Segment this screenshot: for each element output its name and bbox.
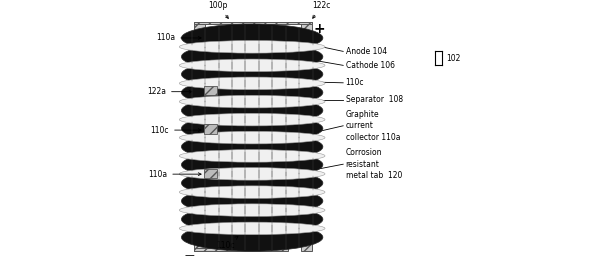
Ellipse shape (180, 186, 325, 198)
Ellipse shape (180, 77, 325, 90)
Text: Anode 104: Anode 104 (346, 47, 387, 56)
Ellipse shape (181, 60, 323, 88)
Text: —: — (184, 250, 194, 260)
Ellipse shape (181, 24, 323, 52)
Text: 110a: 110a (148, 170, 201, 179)
Ellipse shape (181, 187, 323, 215)
Ellipse shape (181, 97, 323, 124)
Ellipse shape (181, 114, 323, 143)
Text: 110c: 110c (346, 78, 364, 87)
Ellipse shape (180, 222, 325, 235)
Bar (301, 22, 312, 251)
Ellipse shape (181, 205, 323, 233)
Bar (204, 124, 217, 134)
Bar (194, 22, 205, 251)
Text: 110c: 110c (151, 126, 201, 135)
Ellipse shape (180, 95, 325, 108)
Ellipse shape (181, 43, 323, 71)
Ellipse shape (180, 59, 325, 72)
Ellipse shape (181, 169, 323, 197)
Text: Separator  108: Separator 108 (346, 95, 403, 104)
Ellipse shape (181, 151, 323, 179)
Text: 122a: 122a (147, 87, 192, 96)
Text: Cathode 106: Cathode 106 (346, 61, 395, 70)
Ellipse shape (180, 168, 325, 180)
Text: 100p: 100p (208, 1, 228, 18)
Text: 122c: 122c (312, 1, 331, 18)
Ellipse shape (181, 133, 323, 161)
Ellipse shape (181, 79, 323, 106)
Bar (194, 22, 312, 25)
Text: +: + (314, 22, 325, 36)
Text: Corrosion
resistant
metal tab  120: Corrosion resistant metal tab 120 (346, 148, 402, 180)
Bar (204, 169, 217, 179)
Ellipse shape (181, 223, 323, 251)
Ellipse shape (180, 40, 325, 53)
Ellipse shape (180, 204, 325, 216)
Ellipse shape (180, 113, 325, 126)
Ellipse shape (180, 131, 325, 144)
Ellipse shape (180, 150, 325, 162)
Text: 110c: 110c (216, 236, 238, 250)
Text: 102: 102 (446, 54, 461, 63)
Text: 110a: 110a (156, 34, 201, 43)
Bar (204, 85, 217, 95)
Bar (194, 248, 288, 251)
Text: Graphite
current
collector 110a: Graphite current collector 110a (346, 110, 400, 142)
